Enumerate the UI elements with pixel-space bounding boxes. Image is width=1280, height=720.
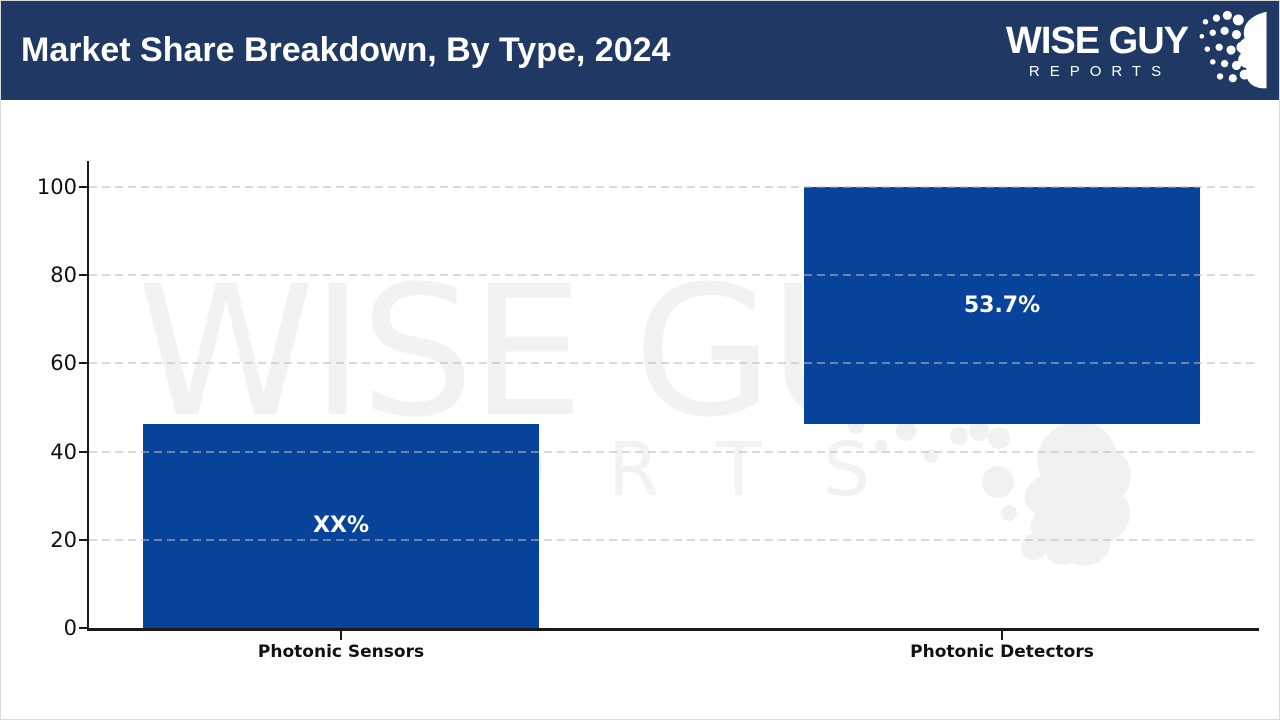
x-axis-line xyxy=(87,628,1259,631)
y-tick-mark xyxy=(79,362,88,365)
gridline xyxy=(89,186,1259,188)
y-tick-label: 100 xyxy=(36,175,77,199)
y-tick-mark xyxy=(79,274,88,277)
bar-value-label: 53.7% xyxy=(963,292,1041,318)
y-tick-mark xyxy=(79,627,88,629)
y-tick-label: 40 xyxy=(50,439,77,464)
y-axis-line xyxy=(87,161,89,631)
x-tick-label: Photonic Sensors xyxy=(257,642,425,662)
y-tick-label: 20 xyxy=(50,527,77,552)
gridline xyxy=(89,450,1259,453)
wise-guy-logo: WISE GUY REPORTS xyxy=(1006,9,1268,91)
gridline xyxy=(89,274,1259,277)
logo-subtitle: REPORTS xyxy=(1028,62,1172,80)
y-tick-label: 80 xyxy=(50,263,77,288)
gridline xyxy=(89,538,1259,541)
x-tick-mark xyxy=(340,631,342,640)
bar-value-label: XX% xyxy=(313,513,369,539)
page-title: Market Share Breakdown, By Type, 2024 xyxy=(21,30,671,69)
y-tick-mark xyxy=(79,450,88,453)
logo-text: WISE GUY REPORTS xyxy=(1005,19,1189,80)
y-tick-mark xyxy=(79,538,88,541)
y-tick-label: 60 xyxy=(50,351,77,376)
bar-1: XX% xyxy=(143,423,539,628)
x-tick-label: Photonic Detectors xyxy=(910,642,1094,662)
header-bar: Market Share Breakdown, By Type, 2024 WI… xyxy=(1,1,1279,100)
gridline xyxy=(89,362,1259,365)
bar-2: 53.7% xyxy=(804,187,1200,424)
y-tick-label: 0 xyxy=(63,616,77,640)
logo-face-icon xyxy=(1199,10,1267,89)
logo-wordmark: WISE GUY xyxy=(1005,19,1189,62)
x-tick-mark xyxy=(1001,631,1003,640)
y-tick-mark xyxy=(79,186,88,188)
chart-area: WISE GUY REPORTS 0 20 40 60 80 100 XX% 53.7% Pho… xyxy=(1,101,1279,719)
